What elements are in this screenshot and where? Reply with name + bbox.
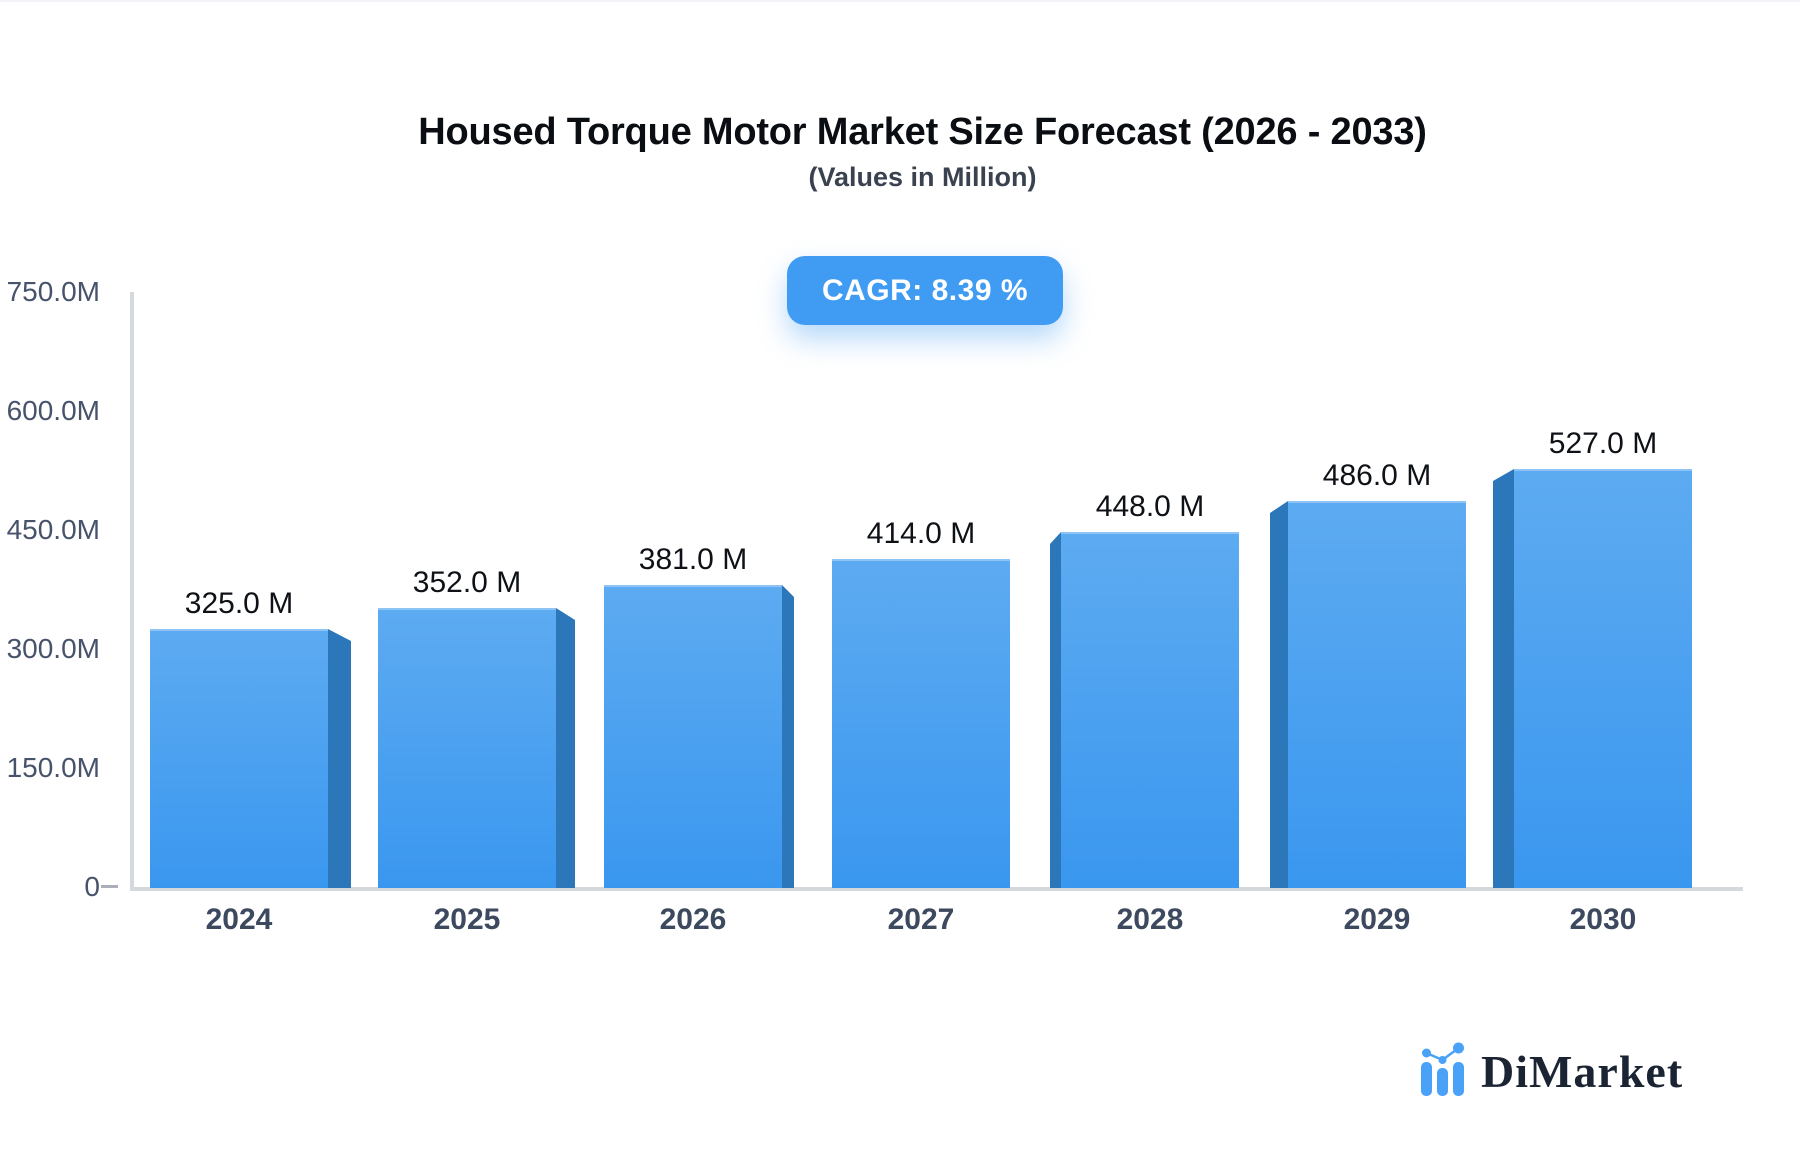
x-axis-label-2030: 2030 xyxy=(1569,903,1637,936)
x-axis-label-2025: 2025 xyxy=(433,903,501,936)
y-axis-line xyxy=(130,292,134,891)
x-axis-label-2024: 2024 xyxy=(205,903,273,936)
bar-value-label-2026: 381.0 M xyxy=(638,543,748,576)
chart-title: Housed Torque Motor Market Size Forecast… xyxy=(418,111,1427,153)
x-axis-label-2029: 2029 xyxy=(1343,903,1411,936)
y-axis-tick-label: 450.0M xyxy=(6,514,100,545)
y-axis-tick-label: 300.0M xyxy=(6,633,100,664)
chart-subtitle: (Values in Million) xyxy=(808,162,1037,192)
bar-side-2029 xyxy=(1270,501,1288,888)
y-axis-tick-label: 750.0M xyxy=(6,276,100,307)
bar-value-label-2027: 414.0 M xyxy=(866,517,976,550)
brand-name: DiMarket xyxy=(1481,1046,1684,1097)
zero-tick-mark xyxy=(101,885,118,888)
bar-value-label-2029: 486.0 M xyxy=(1322,459,1432,492)
bar-value-label-2028: 448.0 M xyxy=(1095,490,1205,523)
y-axis-tick-label: 150.0M xyxy=(6,752,100,783)
y-axis-tick-label: 600.0M xyxy=(6,395,100,426)
bar-2030[interactable] xyxy=(1514,469,1692,888)
bar-value-label-2025: 352.0 M xyxy=(412,566,522,599)
bar-value-label-2030: 527.0 M xyxy=(1548,427,1658,460)
bar-side-2024 xyxy=(328,629,351,888)
x-axis-label-2026: 2026 xyxy=(659,903,727,936)
bar-side-2026 xyxy=(782,585,794,888)
bar-2028[interactable] xyxy=(1061,532,1239,888)
bar-side-2025 xyxy=(556,608,575,888)
bar-chart-icon xyxy=(1421,1042,1464,1096)
x-axis-label-2027: 2027 xyxy=(887,903,955,936)
brand-logo: DiMarket xyxy=(1420,1040,1683,1096)
bar-2026[interactable] xyxy=(604,585,782,888)
bar-side-2028 xyxy=(1050,532,1061,888)
bar-value-label-2024: 325.0 M xyxy=(184,587,294,620)
bar-2029[interactable] xyxy=(1288,501,1466,888)
bar-side-2030 xyxy=(1493,469,1514,888)
y-axis-tick-label: 0 xyxy=(84,871,100,902)
bar-2025[interactable] xyxy=(378,608,556,888)
x-axis-baseline xyxy=(130,887,1743,891)
cagr-badge: CAGR: 8.39 % xyxy=(787,256,1063,325)
bar-2024[interactable] xyxy=(150,629,328,888)
x-axis-label-2028: 2028 xyxy=(1116,903,1184,936)
bar-2027[interactable] xyxy=(832,559,1010,888)
